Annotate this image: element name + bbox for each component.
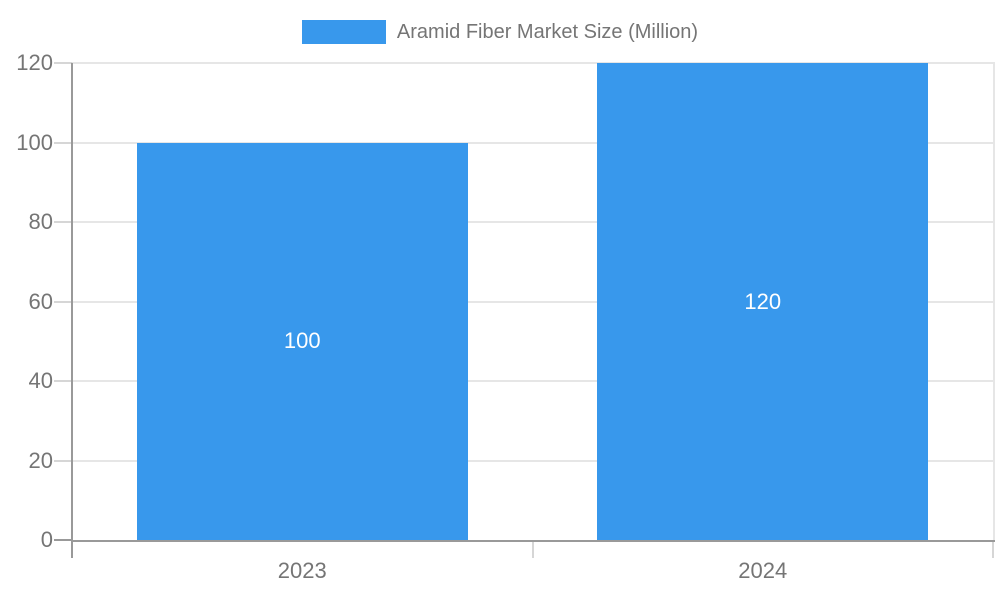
y-axis-tick-80 — [54, 221, 72, 223]
x-axis-line — [71, 540, 995, 542]
y-axis-tick-20 — [54, 459, 72, 462]
x-tick-label-2024: 2024 — [738, 558, 788, 583]
gridline-right-edge — [993, 63, 995, 540]
gridline-y-100 — [72, 141, 995, 144]
x-axis-tick-1 — [531, 542, 534, 558]
y-axis-tick-40 — [54, 380, 72, 382]
y-tick-label-20: 20 — [28, 447, 53, 473]
y-axis-tick-60 — [54, 300, 72, 303]
legend-label: Aramid Fiber Market Size (Million) — [396, 20, 699, 43]
x-tick-label-2023: 2023 — [277, 558, 327, 583]
y-tick-label-120: 120 — [16, 50, 53, 75]
gridline-y-120 — [72, 62, 995, 64]
y-tick-label-60: 60 — [28, 288, 53, 314]
gridline-y-80 — [72, 221, 995, 223]
x-axis-tick-2 — [992, 542, 994, 558]
gridline-y-60 — [72, 300, 995, 303]
gridline-y-40 — [72, 380, 995, 382]
bar-value-label-2023: 100 — [283, 328, 321, 354]
y-tick-label-100: 100 — [16, 129, 53, 155]
y-tick-label-40: 40 — [28, 368, 53, 393]
y-axis-tick-0 — [54, 539, 72, 541]
y-axis-tick-120 — [54, 62, 72, 64]
chart-legend: Aramid Fiber Market Size (Million) — [0, 20, 1000, 44]
gridline-y-20 — [72, 459, 995, 462]
y-tick-label-0: 0 — [40, 527, 53, 552]
y-axis-tick-100 — [54, 141, 72, 144]
bar-2023 — [136, 142, 468, 540]
bar-value-label-2024: 120 — [744, 288, 782, 314]
y-axis-line — [71, 63, 73, 558]
legend-swatch — [301, 20, 386, 44]
y-tick-label-80: 80 — [28, 209, 53, 234]
bar-2024 — [597, 63, 929, 540]
